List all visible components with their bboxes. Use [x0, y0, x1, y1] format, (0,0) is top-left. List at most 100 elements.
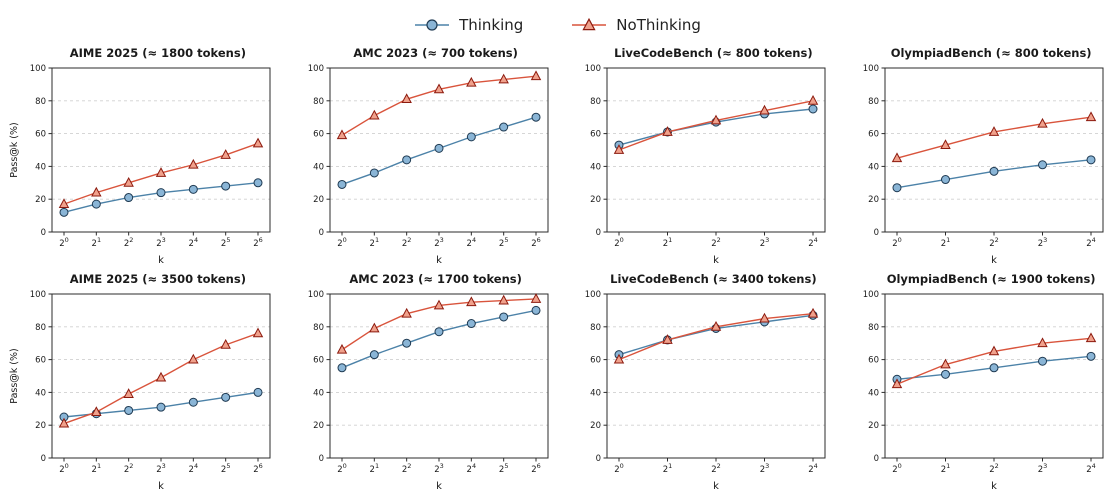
- svg-text:80: 80: [868, 323, 879, 333]
- y-axis-label: Pass@k (%): [9, 122, 20, 177]
- svg-text:24: 24: [809, 462, 819, 475]
- svg-text:0: 0: [318, 454, 323, 464]
- svg-text:25: 25: [499, 236, 509, 249]
- svg-text:0: 0: [318, 228, 323, 238]
- svg-text:26: 26: [531, 462, 541, 475]
- svg-text:60: 60: [313, 130, 324, 140]
- svg-text:40: 40: [313, 388, 324, 398]
- svg-text:100: 100: [585, 290, 601, 300]
- svg-text:23: 23: [434, 462, 444, 475]
- subplot-livecodebench-800-tokens: LiveCodeBench (≈ 800 tokens) 0 20 40 60 80 100…: [558, 44, 836, 270]
- svg-text:20: 20: [313, 195, 324, 205]
- svg-text:22: 22: [402, 462, 412, 475]
- svg-text:21: 21: [663, 236, 673, 249]
- plot-livecodebench-800-tokens: 0 20 40 60 80 100 20 21 22 23 24 k: [585, 64, 826, 266]
- svg-text:40: 40: [313, 162, 324, 172]
- svg-text:80: 80: [313, 97, 324, 107]
- svg-text:60: 60: [868, 130, 879, 140]
- svg-text:20: 20: [35, 195, 46, 205]
- svg-text:25: 25: [499, 462, 509, 475]
- svg-text:23: 23: [760, 236, 770, 249]
- svg-text:23: 23: [434, 236, 444, 249]
- x-axis-label: k: [713, 481, 719, 492]
- svg-text:40: 40: [35, 388, 46, 398]
- svg-text:100: 100: [307, 64, 323, 74]
- subplot-title: OlympiadBench (≈ 1900 tokens): [886, 272, 1096, 286]
- svg-text:23: 23: [156, 462, 166, 475]
- svg-text:23: 23: [1038, 462, 1048, 475]
- svg-text:0: 0: [874, 454, 879, 464]
- svg-text:0: 0: [596, 228, 601, 238]
- svg-text:20: 20: [59, 462, 69, 475]
- svg-text:80: 80: [313, 323, 324, 333]
- svg-text:24: 24: [188, 236, 198, 249]
- svg-text:40: 40: [35, 162, 46, 172]
- svg-text:22: 22: [402, 236, 412, 249]
- svg-text:21: 21: [941, 462, 951, 475]
- svg-text:60: 60: [35, 356, 46, 366]
- subplot-grid: AIME 2025 (≈ 1800 tokens) 0 20 40 60 80 100 20 2…: [0, 42, 1115, 496]
- thinking-line-circle-icon: [415, 19, 450, 31]
- svg-text:24: 24: [466, 236, 476, 249]
- svg-text:23: 23: [760, 462, 770, 475]
- x-axis-label: k: [713, 255, 719, 266]
- legend: Thinking NoThinking: [0, 0, 1115, 42]
- legend-label-nothinking: NoThinking: [616, 16, 701, 34]
- svg-text:20: 20: [615, 236, 625, 249]
- y-axis-label: Pass@k (%): [9, 348, 20, 403]
- svg-text:21: 21: [663, 462, 673, 475]
- svg-text:80: 80: [868, 97, 879, 107]
- svg-text:20: 20: [313, 421, 324, 431]
- svg-text:22: 22: [712, 462, 722, 475]
- svg-text:40: 40: [868, 162, 879, 172]
- svg-text:100: 100: [863, 64, 879, 74]
- plot-amc-2023-1700-tokens: 0 20 40 60 80 100 20 21 22 23 24 25 26 k: [307, 290, 549, 492]
- svg-text:24: 24: [466, 462, 476, 475]
- svg-text:20: 20: [892, 236, 902, 249]
- svg-text:100: 100: [585, 64, 601, 74]
- svg-text:26: 26: [253, 236, 263, 249]
- svg-text:60: 60: [591, 356, 602, 366]
- svg-text:60: 60: [35, 130, 46, 140]
- svg-text:24: 24: [1086, 236, 1096, 249]
- subplot-aime-2025-1800-tokens: AIME 2025 (≈ 1800 tokens) 0 20 40 60 80 100 20 2…: [2, 44, 280, 270]
- svg-text:26: 26: [253, 462, 263, 475]
- series-line-nothinking: [619, 312, 814, 361]
- svg-text:20: 20: [35, 421, 46, 431]
- svg-text:22: 22: [989, 236, 999, 249]
- subplot-title: AMC 2023 (≈ 700 tokens): [353, 46, 518, 60]
- subplot-olympiadbench-800-tokens: OlympiadBench (≈ 800 tokens) 0 20 40 60 80 100…: [835, 44, 1113, 270]
- svg-text:20: 20: [337, 462, 347, 475]
- svg-text:24: 24: [1086, 462, 1096, 475]
- svg-text:20: 20: [591, 195, 602, 205]
- svg-text:21: 21: [91, 236, 101, 249]
- nothinking-line-triangle-icon: [572, 17, 607, 31]
- x-axis-label: k: [158, 481, 164, 492]
- svg-text:24: 24: [809, 236, 819, 249]
- svg-text:0: 0: [874, 228, 879, 238]
- svg-text:100: 100: [307, 290, 323, 300]
- plot-aime-2025-3500-tokens: 0 20 40 60 80 100 20 21 22 23 24 25 26 Pass@k (%) k: [9, 290, 271, 492]
- plot-aime-2025-1800-tokens: 0 20 40 60 80 100 20 21 22 23 24 25 26 Pass@k (%) k: [9, 64, 271, 266]
- subplot-livecodebench-3400-tokens: LiveCodeBench (≈ 3400 tokens) 0 20 40 60 80 10…: [558, 270, 836, 496]
- svg-text:40: 40: [868, 388, 879, 398]
- subplot-title: LiveCodeBench (≈ 3400 tokens): [610, 272, 817, 286]
- svg-text:23: 23: [1038, 236, 1048, 249]
- svg-text:100: 100: [863, 290, 879, 300]
- svg-text:23: 23: [156, 236, 166, 249]
- plot-livecodebench-3400-tokens: 0 20 40 60 80 100 20 21 22 23 24 k: [585, 290, 826, 492]
- svg-text:60: 60: [591, 130, 602, 140]
- svg-text:25: 25: [221, 236, 231, 249]
- series-line-nothinking: [896, 337, 1092, 385]
- subplot-title: LiveCodeBench (≈ 800 tokens): [614, 46, 813, 60]
- x-axis-label: k: [158, 255, 164, 266]
- x-axis-label: k: [436, 481, 442, 492]
- subplot-amc-2023-1700-tokens: AMC 2023 (≈ 1700 tokens) 0 20 40 60 80 100 20 21…: [280, 270, 558, 496]
- plot-amc-2023-700-tokens: 0 20 40 60 80 100 20 21 22 23 24 25 26 k: [307, 64, 549, 266]
- svg-text:22: 22: [712, 236, 722, 249]
- subplot-title: OlympiadBench (≈ 800 tokens): [890, 46, 1092, 60]
- svg-text:60: 60: [313, 356, 324, 366]
- svg-text:21: 21: [91, 462, 101, 475]
- svg-text:21: 21: [369, 462, 379, 475]
- svg-text:22: 22: [989, 462, 999, 475]
